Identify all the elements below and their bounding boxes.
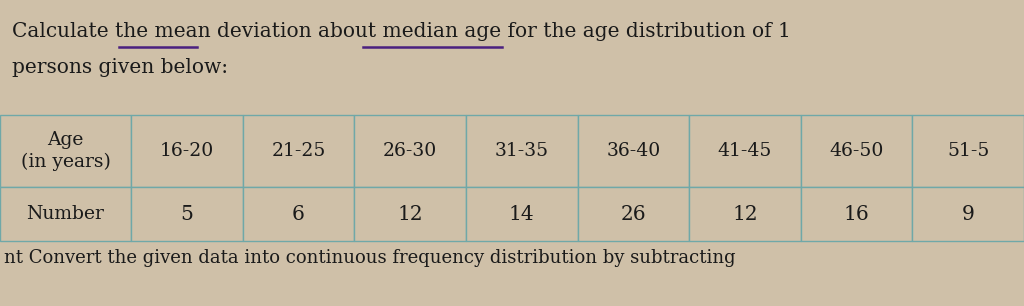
Text: 5: 5 — [180, 204, 194, 223]
Text: 26: 26 — [621, 204, 646, 223]
Bar — [243, 187, 354, 241]
Bar — [243, 115, 354, 187]
Text: persons given below:: persons given below: — [12, 58, 228, 77]
Bar — [131, 187, 243, 241]
Bar — [0, 187, 131, 241]
Bar — [689, 115, 801, 187]
Bar — [689, 187, 801, 241]
Text: 21-25: 21-25 — [271, 142, 326, 160]
Bar — [578, 115, 689, 187]
Text: Number: Number — [27, 205, 104, 223]
Bar — [801, 187, 912, 241]
Text: 31-35: 31-35 — [495, 142, 549, 160]
Text: 12: 12 — [732, 204, 758, 223]
Bar — [131, 115, 243, 187]
Bar — [801, 115, 912, 187]
Text: 16: 16 — [844, 204, 869, 223]
Bar — [466, 115, 578, 187]
Bar — [466, 187, 578, 241]
Bar — [578, 187, 689, 241]
Bar — [354, 187, 466, 241]
Text: 26-30: 26-30 — [383, 142, 437, 160]
Text: 16-20: 16-20 — [160, 142, 214, 160]
Text: Calculate the mean deviation about median age for the age distribution of 1: Calculate the mean deviation about media… — [12, 22, 791, 41]
Text: nt Convert the given data into continuous frequency distribution by subtracting: nt Convert the given data into continuou… — [4, 249, 735, 267]
Text: Age
(in years): Age (in years) — [20, 131, 111, 171]
Text: 41-45: 41-45 — [718, 142, 772, 160]
Text: 12: 12 — [397, 204, 423, 223]
Text: 6: 6 — [292, 204, 305, 223]
Bar — [354, 115, 466, 187]
Bar — [912, 115, 1024, 187]
Text: 46-50: 46-50 — [829, 142, 884, 160]
Text: 14: 14 — [509, 204, 535, 223]
Text: 36-40: 36-40 — [606, 142, 660, 160]
Text: 9: 9 — [962, 204, 975, 223]
Bar — [912, 187, 1024, 241]
Bar — [0, 115, 131, 187]
Text: 51-5: 51-5 — [947, 142, 989, 160]
